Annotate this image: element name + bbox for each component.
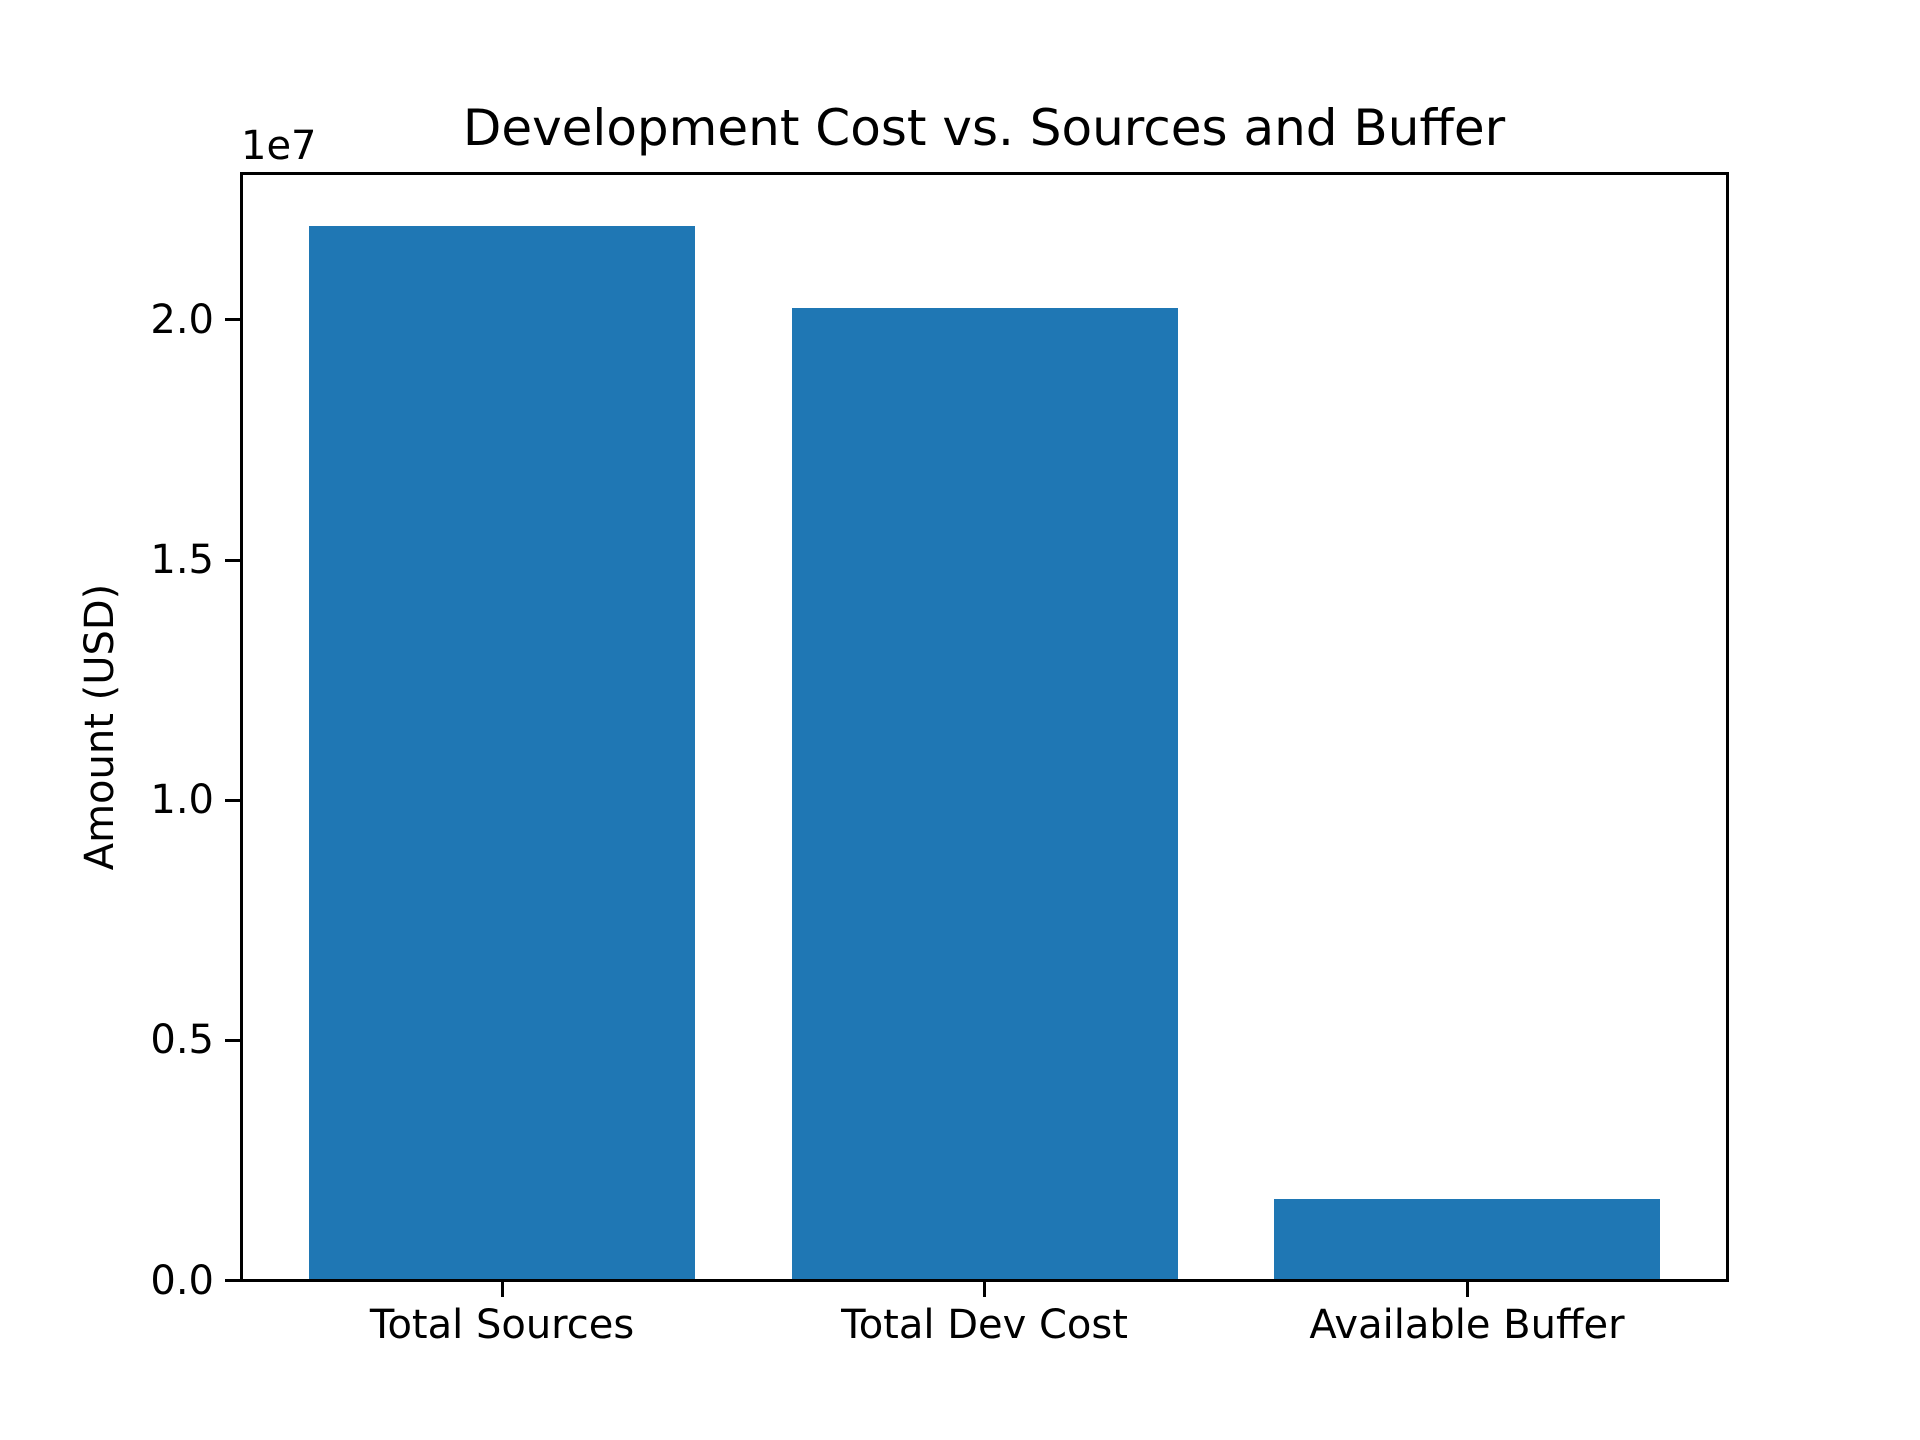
- y-tick-label-0.0: 0.0: [150, 1257, 214, 1304]
- bar-total-sources: [309, 226, 695, 1281]
- chart-title: Development Cost vs. Sources and Buffer: [462, 99, 1506, 157]
- y-axis-offset-label: 1e7: [241, 123, 317, 169]
- x-tick-total-sources: [500, 1282, 504, 1297]
- y-tick-label-1.5: 1.5: [150, 537, 214, 583]
- x-tick-total-dev-cost: [983, 1282, 986, 1297]
- bar-total-dev-cost: [791, 307, 1178, 1281]
- y-tick-1.0: [225, 798, 240, 802]
- y-tick-1.5: [225, 558, 240, 562]
- bar-available-buffer: [1274, 1198, 1660, 1281]
- x-tick-label-available-buffer: Available Buffer: [1309, 1302, 1625, 1348]
- y-tick-label-2.0: 2.0: [150, 296, 214, 343]
- y-tick-2.0: [225, 318, 240, 322]
- y-tick-0.0: [225, 1279, 240, 1282]
- y-tick-label-0.5: 0.5: [150, 1017, 214, 1064]
- x-tick-available-buffer: [1465, 1282, 1469, 1297]
- y-tick-0.5: [225, 1038, 240, 1042]
- x-tick-label-total-sources: Total Sources: [369, 1302, 635, 1348]
- y-tick-label-1.0: 1.0: [150, 777, 214, 824]
- x-tick-label-total-dev-cost: Total Dev Cost: [841, 1302, 1128, 1348]
